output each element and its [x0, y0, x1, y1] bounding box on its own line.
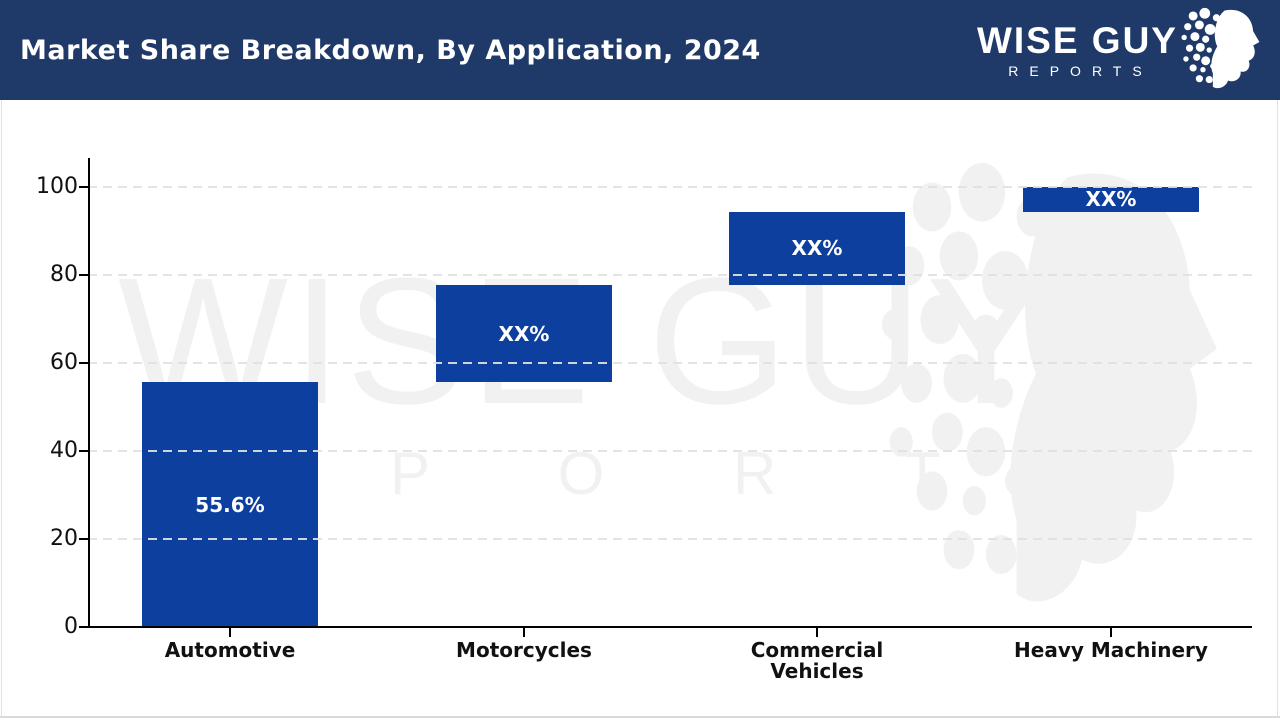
page-left-border: [1, 100, 2, 717]
y-tick: [79, 450, 88, 452]
y-axis-label: 100: [36, 174, 78, 199]
bar-value-label: XX%: [498, 321, 550, 346]
bar-value-label: 55.6%: [195, 492, 265, 517]
gridline: [88, 274, 1252, 276]
y-axis-spine: [88, 158, 90, 628]
logo-subtext: REPORTS: [1008, 63, 1153, 79]
page-right-border: [1277, 100, 1278, 717]
gridline: [88, 450, 1252, 452]
gridline: [88, 362, 1252, 364]
gridline: [88, 538, 1252, 540]
x-axis-label: Commercial Vehicles: [750, 638, 884, 683]
gridline: [88, 186, 1252, 188]
y-tick: [79, 538, 88, 540]
x-tick: [523, 628, 525, 637]
x-axis-label: Automotive: [164, 638, 296, 662]
bar-value-label: XX%: [791, 236, 843, 261]
y-axis-label: 20: [50, 526, 78, 551]
plot-area: 0 20 40 60 80 100 55.6% XX% XX% XX% Automotive Moto…: [0, 100, 1280, 716]
x-axis-label: Heavy Machinery: [1014, 638, 1208, 662]
y-axis-label: 40: [50, 438, 78, 463]
y-axis-label: 60: [50, 350, 78, 375]
bar-value-label: XX%: [1085, 187, 1137, 212]
bar: XX%: [729, 211, 905, 285]
x-tick: [816, 628, 818, 637]
page-bottom-border: [0, 716, 1280, 718]
brand-logo: WISE GUY REPORTS: [977, 7, 1266, 93]
bar: 55.6%: [142, 382, 318, 627]
x-axis-label: Motorcycles: [456, 638, 592, 662]
y-tick: [79, 186, 88, 188]
x-tick: [229, 628, 231, 637]
x-tick: [1110, 628, 1112, 637]
bar: XX%: [436, 284, 612, 383]
y-tick: [79, 274, 88, 276]
x-axis-spine: [88, 626, 1252, 628]
y-axis-label: 0: [64, 614, 78, 639]
watermark-face-icon: [881, 162, 1217, 602]
logo-wordmark: WISE GUY: [976, 20, 1178, 61]
y-axis-label: 80: [50, 262, 78, 287]
y-tick: [79, 626, 88, 628]
bar: XX%: [1023, 187, 1199, 212]
logo-face-icon: [1181, 7, 1260, 89]
header-bar: Market Share Breakdown, By Application, …: [0, 0, 1280, 100]
page-title: Market Share Breakdown, By Application, …: [20, 34, 761, 66]
y-tick: [79, 362, 88, 364]
brand-logo-text: WISE GUY REPORTS: [977, 22, 1178, 78]
